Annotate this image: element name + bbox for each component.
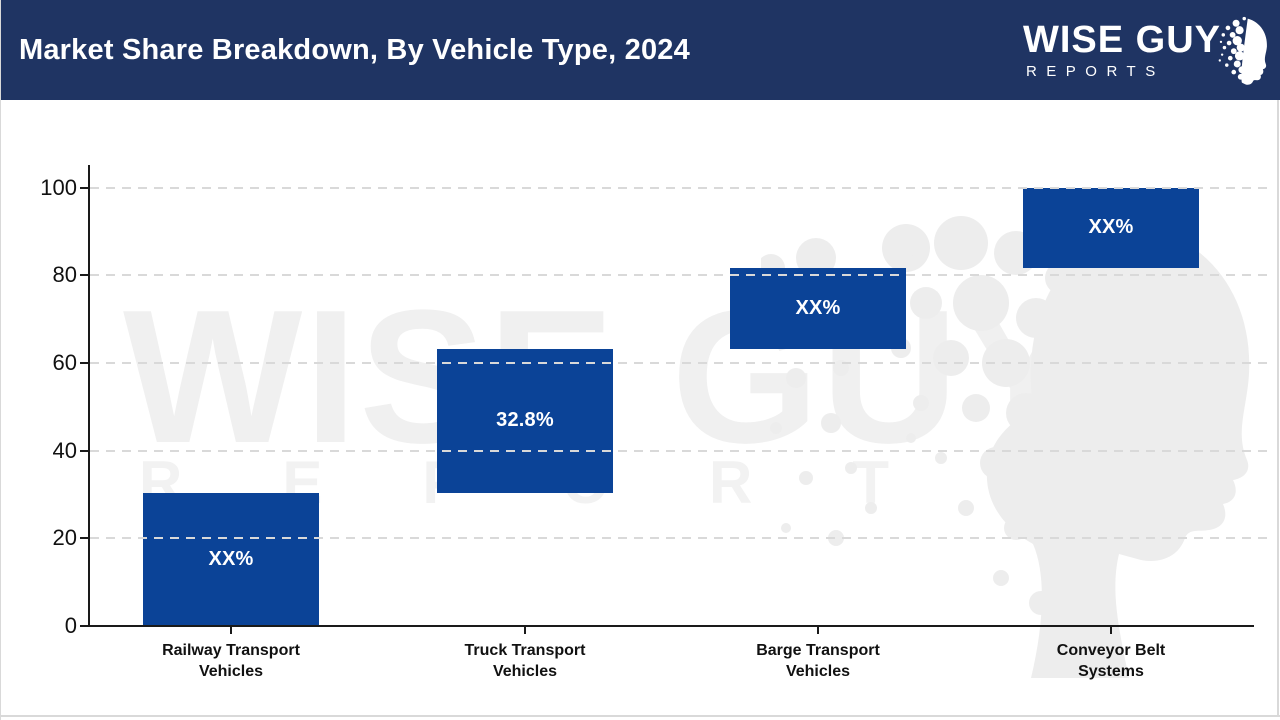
bar-segment: XX% — [730, 268, 906, 349]
logo-tagline: REPORTS — [1025, 62, 1165, 80]
y-tick-mark — [80, 361, 88, 364]
x-axis-category-label-line: Vehicles — [785, 663, 851, 680]
logo-head-icon — [1218, 16, 1267, 85]
logo-text: WISE GUY REPORTS — [1023, 21, 1221, 80]
x-tick-mark — [230, 627, 232, 634]
canvas-right-border — [1277, 100, 1279, 717]
y-tick-label: 40 — [52, 437, 77, 463]
bar-segment: 32.8% — [437, 348, 613, 493]
y-tick-label: 100 — [40, 174, 77, 200]
y-axis-line — [88, 165, 90, 627]
x-tick-mark — [1110, 627, 1112, 634]
y-tick-mark — [80, 537, 88, 540]
x-axis-line — [88, 625, 1254, 627]
page-title: Market Share Breakdown, By Vehicle Type,… — [19, 33, 690, 66]
y-tick-mark — [80, 625, 88, 627]
y-tick-mark — [80, 449, 88, 452]
x-axis-category-label-line: Vehicles — [492, 663, 558, 680]
x-tick-mark — [817, 627, 819, 634]
gridline — [90, 186, 1271, 189]
bar-segment: XX% — [143, 492, 319, 626]
bar-value-label: 32.8% — [496, 409, 554, 432]
x-axis-category-label-line: Barge Transport — [756, 642, 880, 659]
bar-value-label: XX% — [795, 297, 841, 319]
x-axis-category-label: Barge Transport Vehicles — [688, 640, 948, 682]
x-axis-category-label: Truck Transport Vehicles — [395, 640, 655, 682]
canvas-bottom-border — [1, 715, 1280, 717]
gridline — [90, 449, 1271, 452]
gridline — [90, 361, 1271, 364]
bar-segment: XX% — [1023, 187, 1199, 269]
x-axis-category-label-line: Vehicles — [198, 663, 264, 680]
x-axis-category-label-line: Conveyor Belt — [1056, 642, 1166, 659]
y-tick-label: 80 — [52, 262, 77, 288]
header: Market Share Breakdown, By Vehicle Type,… — [1, 0, 1280, 100]
gridline — [90, 537, 1271, 540]
y-tick-mark — [80, 274, 88, 277]
x-axis-category-label: Railway Transport Vehicles — [101, 640, 361, 682]
plot-area: 0 20 40 60 80 100 XX% Railway Transport Vehicles… — [1, 100, 1280, 720]
watermark-head-icon — [761, 216, 1250, 678]
bar-value-label: XX% — [1088, 216, 1134, 239]
x-axis-category-label: Conveyor Belt Systems — [981, 640, 1241, 682]
x-axis-category-label-line: Systems — [1078, 663, 1144, 680]
y-tick-label: 20 — [52, 525, 77, 551]
x-axis-category-label-line: Truck Transport — [464, 642, 586, 659]
x-tick-mark — [524, 627, 526, 634]
x-axis-category-label-line: Railway Transport — [162, 642, 300, 659]
bar-value-label: XX% — [208, 547, 254, 570]
gridline — [90, 274, 1271, 277]
logo-name: WISE GUY — [1022, 18, 1221, 61]
y-tick-label: 0 — [64, 613, 77, 638]
y-tick-mark — [80, 186, 88, 189]
wise-guy-logo: WISE GUY REPORTS — [1023, 4, 1271, 96]
y-tick-label: 60 — [52, 349, 77, 375]
